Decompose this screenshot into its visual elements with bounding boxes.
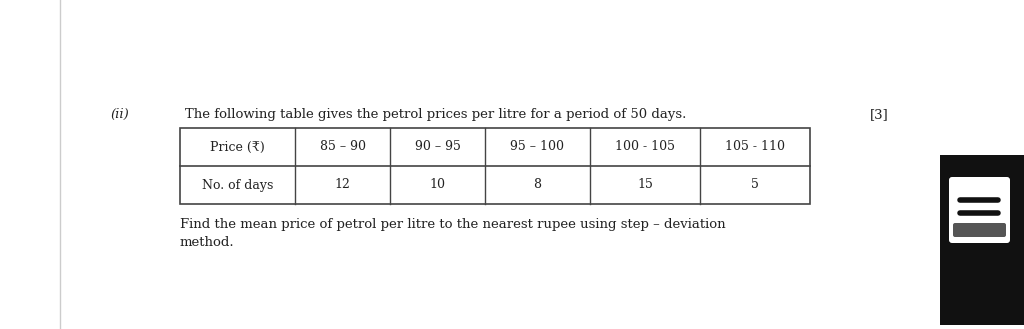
Text: 10: 10 bbox=[429, 179, 445, 191]
Text: (ii): (ii) bbox=[110, 108, 129, 121]
Text: 15: 15 bbox=[637, 179, 653, 191]
Text: 100 - 105: 100 - 105 bbox=[615, 140, 675, 154]
Text: 8: 8 bbox=[534, 179, 542, 191]
Text: 90 – 95: 90 – 95 bbox=[415, 140, 461, 154]
Text: 12: 12 bbox=[335, 179, 350, 191]
Bar bbox=[180, 128, 810, 204]
FancyBboxPatch shape bbox=[953, 223, 1006, 237]
Text: Price (₹): Price (₹) bbox=[210, 140, 265, 154]
Text: 95 – 100: 95 – 100 bbox=[511, 140, 564, 154]
Text: 85 – 90: 85 – 90 bbox=[319, 140, 366, 154]
Text: The following table gives the petrol prices per litre for a period of 50 days.: The following table gives the petrol pri… bbox=[185, 108, 686, 121]
Text: 105 - 110: 105 - 110 bbox=[725, 140, 785, 154]
Text: Find the mean price of petrol per litre to the nearest rupee using step – deviat: Find the mean price of petrol per litre … bbox=[180, 218, 726, 231]
Text: method.: method. bbox=[180, 236, 234, 249]
Text: No. of days: No. of days bbox=[202, 179, 273, 191]
FancyBboxPatch shape bbox=[949, 177, 1010, 243]
Text: 5: 5 bbox=[751, 179, 759, 191]
Text: [3]: [3] bbox=[870, 108, 889, 121]
Bar bbox=[940, 155, 1024, 325]
